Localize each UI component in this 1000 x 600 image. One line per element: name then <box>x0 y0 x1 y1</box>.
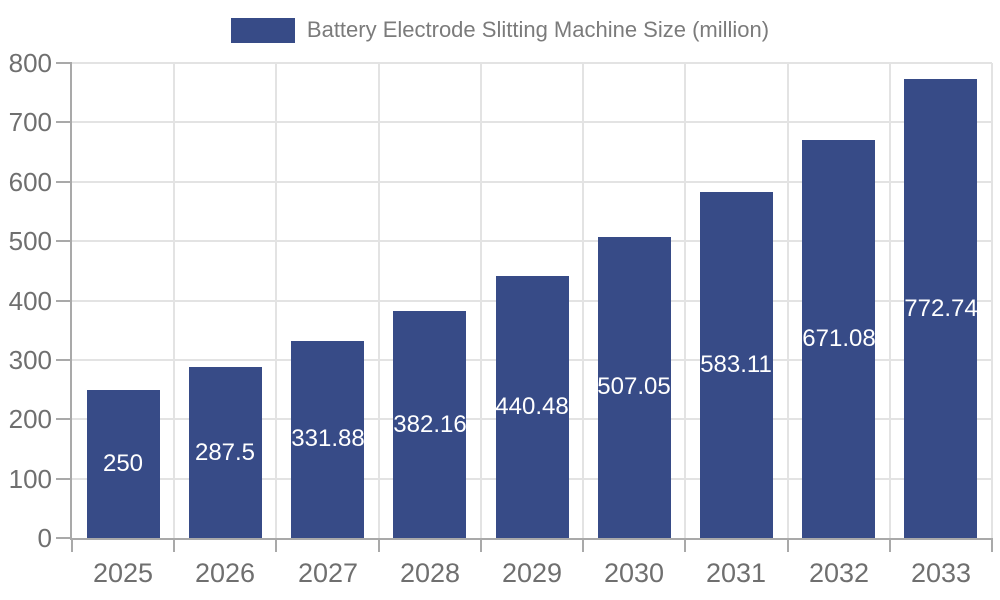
y-axis-tick-label: 600 <box>8 167 52 197</box>
y-axis-tick <box>56 418 72 420</box>
gridline-horizontal <box>72 181 992 183</box>
x-axis-tick-label: 2025 <box>92 558 154 588</box>
x-axis-tick-label: 2031 <box>705 558 767 588</box>
gridline-horizontal <box>72 121 992 123</box>
bar-2025[interactable] <box>87 390 160 538</box>
gridline-vertical <box>582 63 584 538</box>
bar-2027[interactable] <box>291 341 364 538</box>
x-axis-tick-label: 2033 <box>910 558 972 588</box>
bar-2026[interactable] <box>189 367 262 538</box>
gridline-horizontal <box>72 240 992 242</box>
bar-2029[interactable] <box>496 276 569 538</box>
bar-2031[interactable] <box>700 192 773 538</box>
gridline-vertical <box>480 63 482 538</box>
gridline-horizontal <box>72 62 992 64</box>
bar-2032[interactable] <box>802 140 875 538</box>
legend-swatch <box>230 17 295 43</box>
x-axis-tick-label: 2026 <box>194 558 256 588</box>
gridline-vertical <box>173 63 175 538</box>
bar-value-label: 772.74 <box>904 295 978 322</box>
gridline-vertical <box>991 63 993 538</box>
x-axis-tick <box>889 538 891 552</box>
y-axis-tick-label: 700 <box>8 107 52 137</box>
y-axis-tick <box>56 181 72 183</box>
y-axis-tick <box>56 478 72 480</box>
x-axis-tick <box>991 538 993 552</box>
y-axis-tick <box>56 300 72 302</box>
bar-value-label: 331.88 <box>291 425 365 452</box>
bar-value-label: 382.16 <box>393 411 467 438</box>
y-axis-tick <box>56 121 72 123</box>
x-axis-tick <box>275 538 277 552</box>
y-axis-tick <box>56 62 72 64</box>
y-axis-line <box>70 63 72 540</box>
x-axis-tick <box>173 538 175 552</box>
y-axis-tick-label: 100 <box>8 464 52 494</box>
legend[interactable]: Battery Electrode Slitting Machine Size … <box>0 17 1000 43</box>
gridline-vertical <box>889 63 891 538</box>
bar-value-label: 287.5 <box>194 439 256 466</box>
y-axis-tick <box>56 537 72 539</box>
y-axis-tick-label: 200 <box>8 404 52 434</box>
x-axis-tick-label: 2032 <box>808 558 870 588</box>
y-axis-tick-label: 800 <box>8 48 52 78</box>
x-axis-tick-label: 2030 <box>603 558 665 588</box>
y-axis-tick-label: 300 <box>8 345 52 375</box>
bar-2028[interactable] <box>393 311 466 538</box>
bar-value-label: 507.05 <box>597 373 671 400</box>
x-axis-tick <box>787 538 789 552</box>
gridline-vertical <box>684 63 686 538</box>
bar-value-label: 583.11 <box>700 351 772 378</box>
x-axis-tick <box>378 538 380 552</box>
x-axis-tick-label: 2028 <box>399 558 461 588</box>
y-axis-tick-label: 0 <box>37 523 52 553</box>
x-axis-tick <box>582 538 584 552</box>
y-axis-tick-label: 400 <box>8 286 52 316</box>
y-axis-tick <box>56 240 72 242</box>
bar-2033[interactable] <box>904 79 977 538</box>
gridline-vertical <box>787 63 789 538</box>
gridline-vertical <box>275 63 277 538</box>
legend-label: Battery Electrode Slitting Machine Size … <box>306 17 770 42</box>
y-axis-tick-label: 500 <box>8 226 52 256</box>
bar-value-label: 671.08 <box>802 325 876 352</box>
bar-value-label: 250 <box>102 450 144 477</box>
x-axis-tick <box>71 538 73 552</box>
x-axis-tick <box>684 538 686 552</box>
bar-value-label: 440.48 <box>495 393 569 420</box>
x-axis-tick <box>480 538 482 552</box>
x-axis-tick-label: 2027 <box>297 558 359 588</box>
y-axis-tick <box>56 359 72 361</box>
x-axis-line <box>70 538 992 540</box>
x-axis-tick-label: 2029 <box>501 558 563 588</box>
bar-2030[interactable] <box>598 237 671 538</box>
gridline-vertical <box>378 63 380 538</box>
